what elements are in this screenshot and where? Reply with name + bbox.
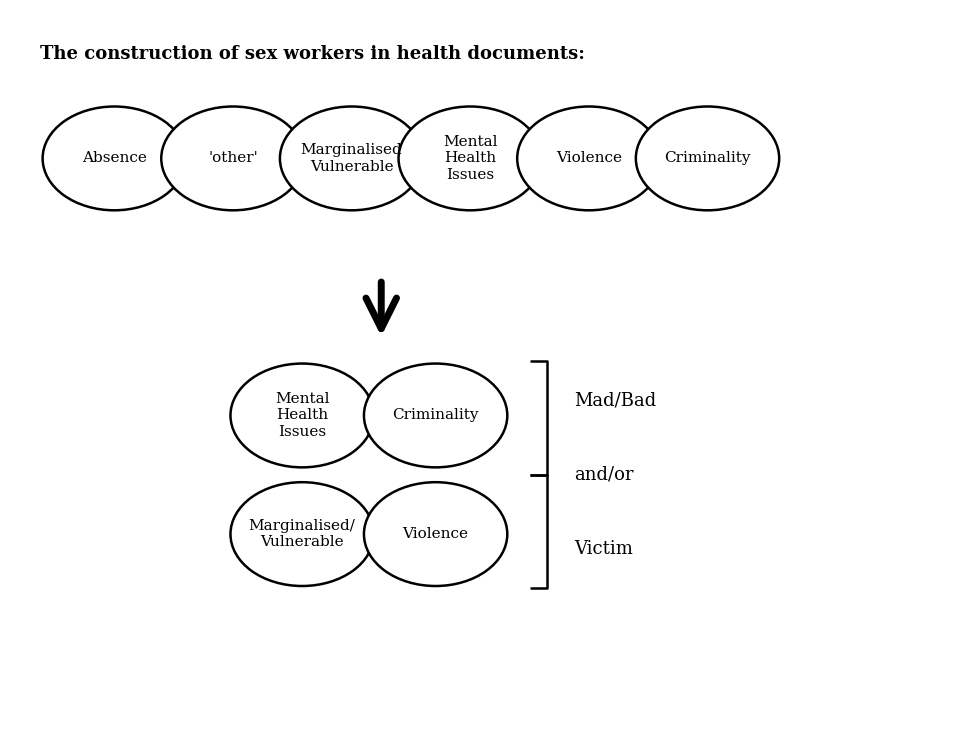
Text: Mental
Health
Issues: Mental Health Issues	[275, 392, 329, 439]
Text: Criminality: Criminality	[664, 152, 751, 166]
Ellipse shape	[230, 364, 373, 467]
Text: 'other': 'other'	[208, 152, 258, 166]
Text: Violence: Violence	[556, 152, 622, 166]
Text: and/or: and/or	[574, 466, 633, 484]
Ellipse shape	[230, 482, 373, 586]
Ellipse shape	[280, 107, 423, 210]
Text: Criminality: Criminality	[392, 408, 479, 422]
Ellipse shape	[364, 482, 508, 586]
Ellipse shape	[162, 107, 305, 210]
Text: Victim: Victim	[574, 540, 633, 558]
Ellipse shape	[636, 107, 779, 210]
Ellipse shape	[517, 107, 661, 210]
Text: Mental
Health
Issues: Mental Health Issues	[443, 135, 498, 182]
Text: Absence: Absence	[82, 152, 147, 166]
Text: Marginalised
Vulnerable: Marginalised Vulnerable	[301, 144, 403, 174]
Text: Violence: Violence	[403, 527, 468, 541]
Ellipse shape	[399, 107, 542, 210]
Ellipse shape	[42, 107, 186, 210]
Text: Mad/Bad: Mad/Bad	[574, 392, 657, 410]
Ellipse shape	[364, 364, 508, 467]
Text: The construction of sex workers in health documents:: The construction of sex workers in healt…	[40, 45, 585, 63]
Text: Marginalised/
Vulnerable: Marginalised/ Vulnerable	[249, 519, 356, 549]
